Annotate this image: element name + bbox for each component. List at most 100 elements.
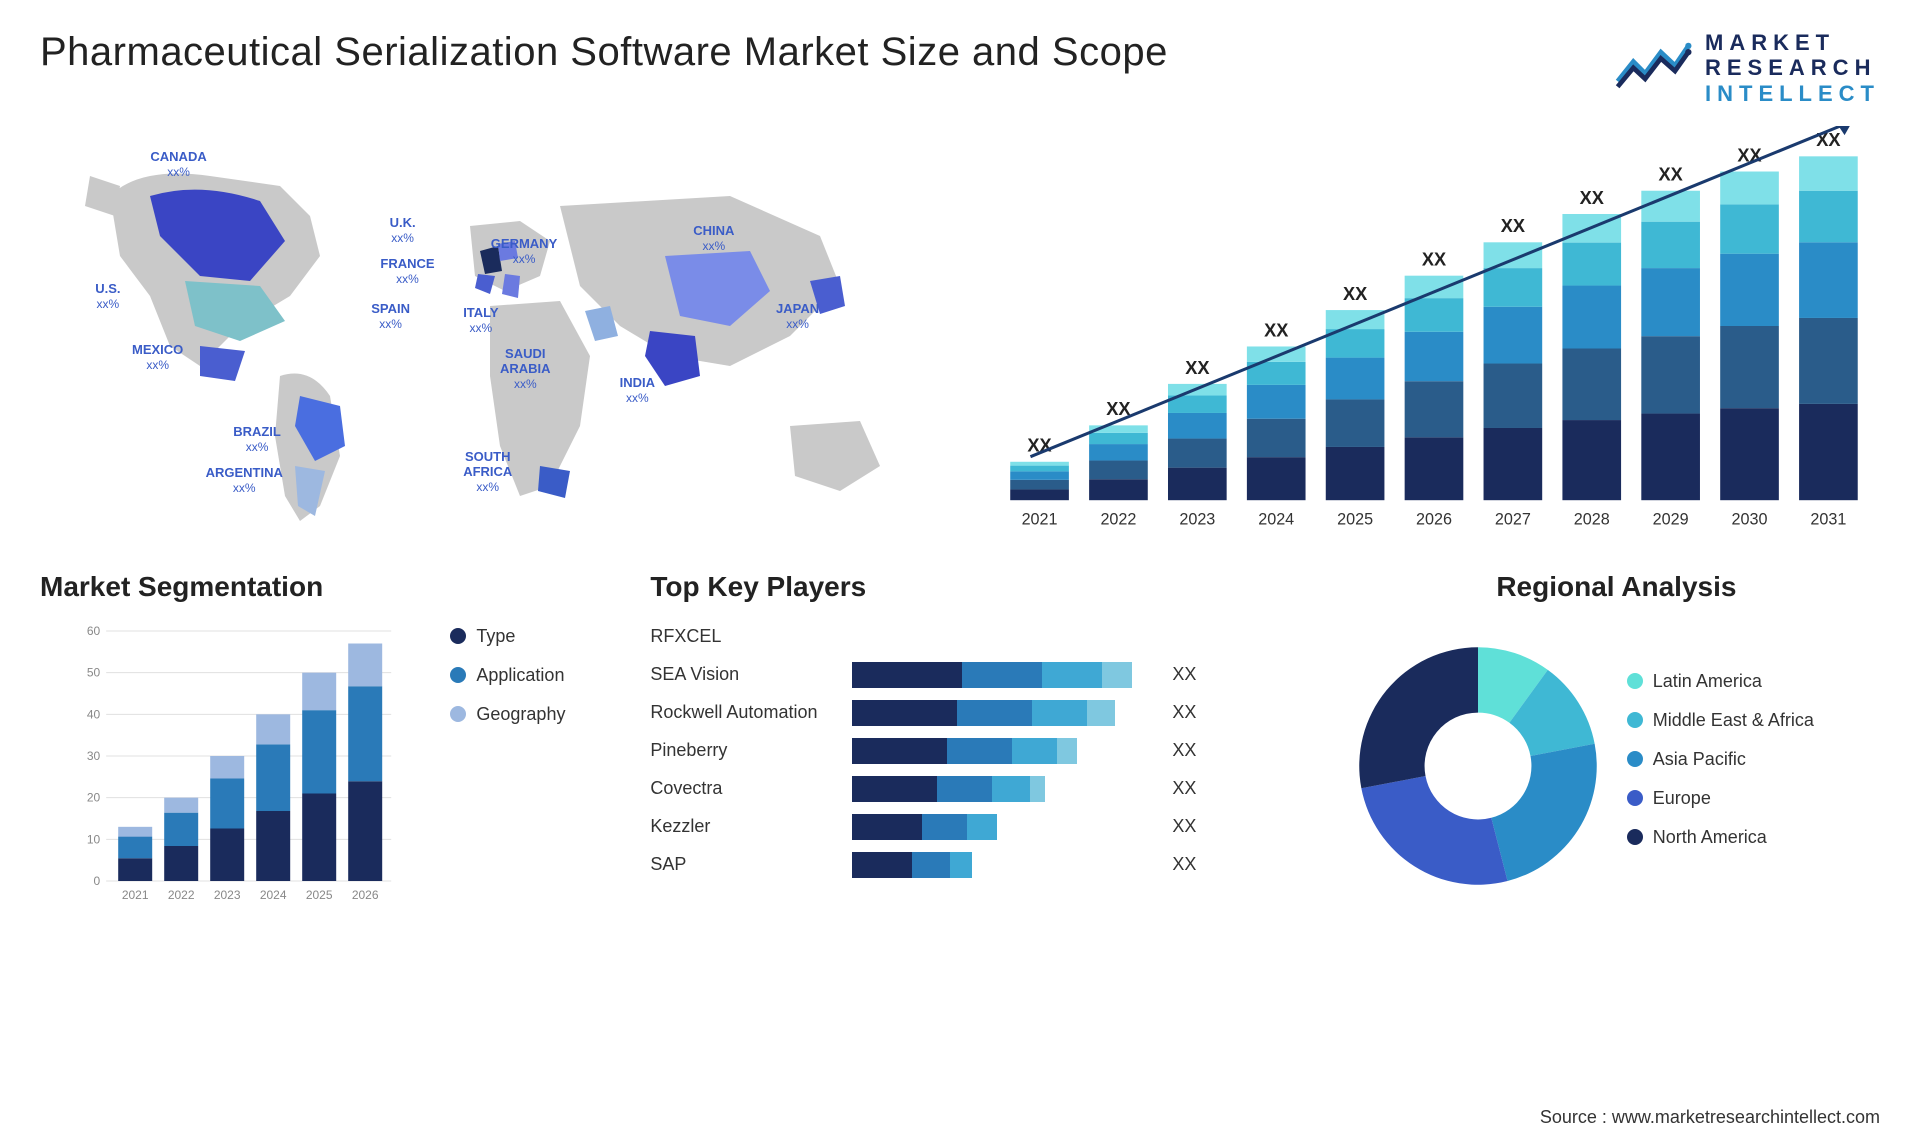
growth-bar-segment: [1247, 419, 1306, 457]
player-name: RFXCEL: [650, 626, 840, 647]
growth-bar-segment: [1405, 381, 1464, 437]
growth-bar-segment: [1089, 479, 1148, 500]
legend-dot-icon: [1627, 751, 1643, 767]
growth-bar-segment: [1484, 307, 1543, 364]
player-bar-segment: [947, 738, 1012, 764]
y-axis-tick: 0: [94, 874, 101, 888]
seg-bar-segment: [348, 643, 382, 686]
y-axis-tick: 40: [87, 707, 101, 721]
growth-bar-segment: [1799, 156, 1858, 190]
regional-donut-chart: [1353, 641, 1603, 891]
player-row: PineberryXX: [650, 735, 1312, 767]
world-map-panel: CANADAxx%U.S.xx%MEXICOxx%BRAZILxx%ARGENT…: [40, 126, 960, 536]
legend-dot-icon: [450, 667, 466, 683]
player-bar-segment: [957, 700, 1032, 726]
growth-bar-segment: [1720, 171, 1779, 204]
player-name: Kezzler: [650, 816, 840, 837]
seg-bar-segment: [210, 778, 244, 828]
page-title: Pharmaceutical Serialization Software Ma…: [40, 30, 1168, 75]
segmentation-title: Market Segmentation: [40, 571, 432, 603]
legend-label: North America: [1653, 827, 1767, 848]
growth-bar-segment: [1010, 489, 1069, 500]
logo-line-2: RESEARCH: [1705, 55, 1880, 80]
player-bar-segment: [950, 852, 972, 878]
map-country-label: JAPANxx%: [776, 302, 819, 332]
growth-bar-label: XX: [1501, 216, 1525, 236]
player-bar-segment: [1012, 738, 1057, 764]
growth-bar-label: XX: [1343, 284, 1367, 304]
player-bar-segment: [912, 852, 950, 878]
segmentation-panel: Market Segmentation 01020304050602021202…: [40, 571, 610, 911]
player-name: Rockwell Automation: [650, 702, 840, 723]
growth-bar-segment: [1247, 457, 1306, 500]
growth-bar-segment: [1720, 204, 1779, 253]
growth-bar-label: XX: [1264, 320, 1288, 340]
legend-item: Europe: [1627, 788, 1814, 809]
growth-bar-segment: [1089, 444, 1148, 460]
growth-bar-segment: [1720, 326, 1779, 408]
x-axis-tick: 2022: [168, 888, 195, 902]
seg-bar-segment: [164, 846, 198, 881]
legend-label: Latin America: [1653, 671, 1762, 692]
growth-bar-segment: [1326, 399, 1385, 447]
legend-item: Geography: [450, 704, 610, 725]
growth-bar-label: XX: [1659, 165, 1683, 185]
x-axis-tick: 2024: [260, 888, 287, 902]
growth-bar-segment: [1010, 471, 1069, 479]
player-bar: [852, 662, 1152, 688]
seg-bar-segment: [256, 811, 290, 881]
map-country-label: FRANCExx%: [380, 257, 434, 287]
map-country-label: U.K.xx%: [390, 216, 416, 246]
seg-bar-segment: [302, 793, 336, 881]
player-value: XX: [1172, 854, 1196, 875]
key-players-panel: Top Key Players RFXCELSEA VisionXXRockwe…: [650, 571, 1312, 911]
growth-bar-segment: [1799, 404, 1858, 500]
logo-line-3: INTELLECT: [1705, 81, 1880, 106]
growth-year-label: 2024: [1258, 510, 1294, 528]
player-bar-segment: [852, 700, 957, 726]
legend-label: Asia Pacific: [1653, 749, 1746, 770]
legend-dot-icon: [1627, 790, 1643, 806]
growth-year-label: 2021: [1022, 510, 1058, 528]
top-row: CANADAxx%U.S.xx%MEXICOxx%BRAZILxx%ARGENT…: [40, 126, 1880, 536]
player-bar-segment: [852, 814, 922, 840]
player-row: RFXCEL: [650, 621, 1312, 653]
player-bar-segment: [992, 776, 1030, 802]
donut-slice: [1361, 776, 1507, 885]
player-bar-segment: [937, 776, 992, 802]
player-name: Covectra: [650, 778, 840, 799]
seg-bar-segment: [118, 827, 152, 837]
growth-bar-segment: [1641, 336, 1700, 413]
growth-bar-segment: [1405, 437, 1464, 500]
growth-bar-segment: [1641, 268, 1700, 336]
x-axis-tick: 2025: [306, 888, 333, 902]
player-bar-segment: [1042, 662, 1102, 688]
growth-bar-segment: [1641, 222, 1700, 268]
growth-bar-segment: [1168, 413, 1227, 439]
legend-item: North America: [1627, 827, 1814, 848]
player-row: CovectraXX: [650, 773, 1312, 805]
growth-bar-segment: [1484, 363, 1543, 427]
map-country-label: BRAZILxx%: [233, 425, 281, 455]
player-bar-segment: [1030, 776, 1045, 802]
player-bar: [852, 776, 1152, 802]
player-bar-segment: [852, 738, 947, 764]
growth-bar-segment: [1484, 242, 1543, 268]
logo-mark-icon: [1613, 38, 1693, 98]
growth-bar-segment: [1168, 468, 1227, 501]
legend-label: Geography: [476, 704, 565, 725]
legend-item: Application: [450, 665, 610, 686]
regional-panel: Regional Analysis Latin AmericaMiddle Ea…: [1353, 571, 1880, 911]
growth-bar-segment: [1010, 462, 1069, 466]
map-country-label: SPAINxx%: [371, 302, 410, 332]
player-row: SAPXX: [650, 849, 1312, 881]
player-row: Rockwell AutomationXX: [650, 697, 1312, 729]
growth-year-label: 2028: [1574, 510, 1610, 528]
segmentation-legend: TypeApplicationGeography: [450, 571, 610, 911]
player-bar-segment: [852, 662, 962, 688]
player-bar-segment: [922, 814, 967, 840]
player-row: SEA VisionXX: [650, 659, 1312, 691]
growth-bar-segment: [1720, 254, 1779, 326]
growth-bar-segment: [1326, 357, 1385, 399]
player-bar: [852, 738, 1152, 764]
